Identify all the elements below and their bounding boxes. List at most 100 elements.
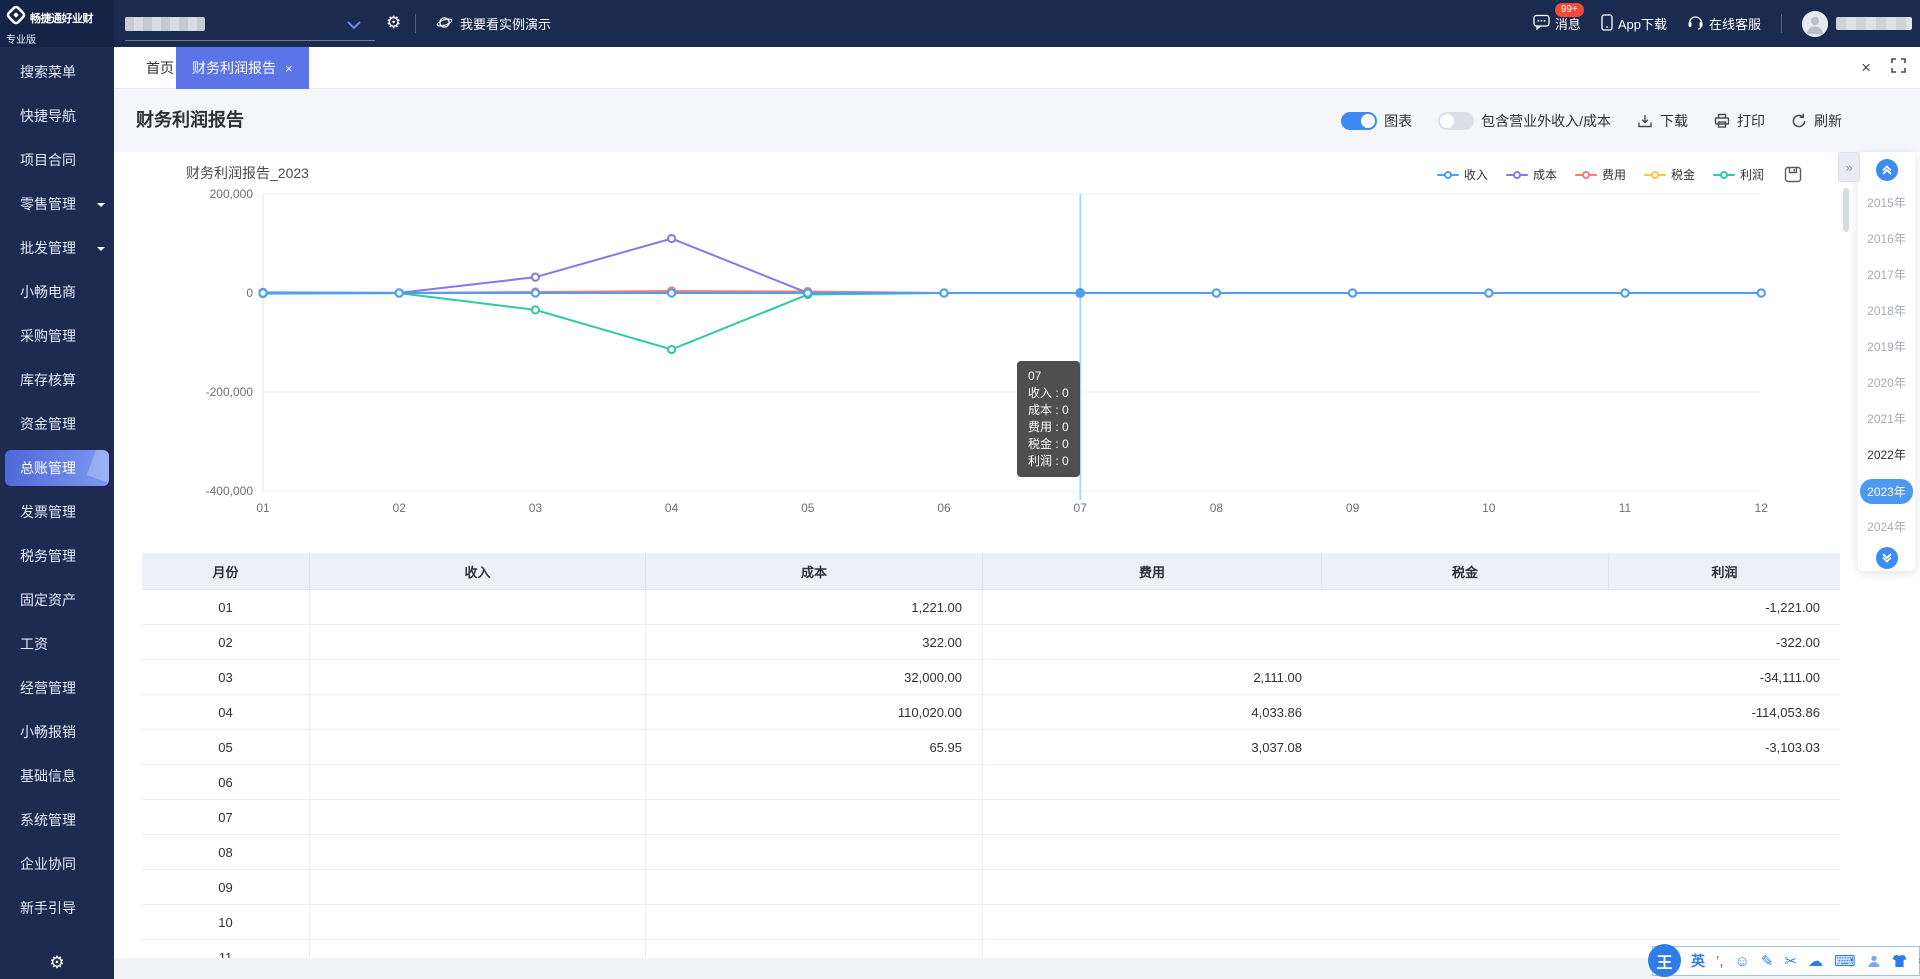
sidebar-item-新手引导[interactable]: 新手引导: [20, 900, 76, 916]
brand-edition: 专业版: [6, 35, 36, 46]
cell-month: 05: [142, 730, 310, 764]
cell-value: [310, 695, 646, 729]
sidebar-item-批发管理[interactable]: 批发管理: [0, 226, 114, 270]
sidebar-item-总账管理[interactable]: 总账管理: [5, 450, 109, 486]
sidebar-item-小畅电商[interactable]: 小畅电商: [20, 284, 76, 300]
ime-cloud-icon[interactable]: ☁: [1807, 952, 1823, 970]
close-all-icon[interactable]: ×: [1861, 58, 1871, 77]
year-item-2019年[interactable]: 2019年: [1867, 340, 1906, 354]
legend-item-收入[interactable]: 收入: [1436, 166, 1488, 183]
table-row-month-09: 09: [142, 870, 1840, 905]
svg-text:12: 12: [1755, 501, 1769, 515]
ime-emoji-icon[interactable]: ☺: [1734, 952, 1750, 970]
sidebar-item-经营管理[interactable]: 经营管理: [20, 680, 76, 696]
sidebar-item-快捷导航[interactable]: 快捷导航: [20, 108, 76, 124]
sidebar-item-库存核算[interactable]: 库存核算: [20, 372, 76, 388]
tab-home[interactable]: 首页: [146, 60, 174, 76]
legend-item-税金[interactable]: 税金: [1643, 166, 1695, 183]
cell-value: 32,000.00: [646, 660, 983, 694]
year-item-2016年[interactable]: 2016年: [1867, 232, 1906, 246]
ime-settings-icon[interactable]: ⚙: [1918, 954, 1920, 969]
include-nonoperating-toggle[interactable]: [1438, 111, 1475, 130]
sidebar-item-项目合同[interactable]: 项目合同: [20, 152, 76, 168]
cell-value: [983, 800, 1322, 834]
ime-skin-icon[interactable]: [1892, 954, 1907, 968]
cell-value: [310, 835, 646, 869]
year-item-2017年[interactable]: 2017年: [1867, 268, 1906, 282]
chart-toggle[interactable]: [1341, 111, 1378, 130]
data-point: [530, 305, 540, 315]
save-as-image-icon[interactable]: [1784, 166, 1802, 183]
table-row-month-06: 06: [142, 765, 1840, 800]
year-scroll-up-button[interactable]: [1875, 159, 1898, 181]
year-scroll-down-button[interactable]: [1875, 547, 1898, 569]
year-item-2023年[interactable]: 2023年: [1858, 473, 1915, 509]
sidebar-item-税务管理[interactable]: 税务管理: [20, 548, 76, 564]
cell-value: [646, 870, 983, 904]
cell-value: [310, 765, 646, 799]
legend-item-费用[interactable]: 费用: [1574, 166, 1626, 183]
data-point: [1484, 288, 1494, 298]
ime-keyboard-icon[interactable]: ⌨: [1833, 952, 1856, 970]
refresh-button[interactable]: 刷新: [1791, 111, 1842, 131]
sidebar-item-小畅报销[interactable]: 小畅报销: [20, 724, 76, 740]
cell-month: 10: [142, 905, 310, 939]
phone-icon: [1601, 13, 1613, 34]
sidebar-item-发票管理[interactable]: 发票管理: [20, 504, 76, 520]
fullscreen-icon[interactable]: [1891, 58, 1906, 78]
user-menu[interactable]: [1802, 10, 1912, 37]
app-download-button[interactable]: App下载: [1601, 13, 1667, 34]
tab-close-icon[interactable]: ×: [285, 60, 293, 76]
svg-text:02: 02: [393, 501, 407, 515]
year-item-2021年[interactable]: 2021年: [1867, 412, 1906, 426]
sidebar-item-搜索菜单[interactable]: 搜索菜单: [20, 64, 76, 80]
tab-report-active[interactable]: 财务利润报告 ×: [176, 47, 309, 89]
ime-logo[interactable]: 王: [1648, 944, 1681, 977]
messages-button[interactable]: 消息 99+: [1533, 3, 1584, 33]
cell-value: [1322, 835, 1609, 869]
year-item-2015年[interactable]: 2015年: [1867, 196, 1906, 210]
sidebar-item-基础信息[interactable]: 基础信息: [20, 768, 76, 784]
data-point: [1348, 288, 1358, 298]
cell-month: 06: [142, 765, 310, 799]
sidebar-item-资金管理[interactable]: 资金管理: [20, 416, 76, 432]
sidebar-item-企业协同[interactable]: 企业协同: [20, 856, 76, 872]
cell-month: 02: [142, 625, 310, 659]
table-row-month-02: 02 322.00 -322.00: [142, 625, 1840, 660]
ime-punctuation-icon[interactable]: ’,: [1716, 952, 1724, 970]
demo-link[interactable]: 我要看实例演示: [436, 0, 551, 47]
year-item-2024年[interactable]: 2024年: [1867, 520, 1906, 534]
sidebar-item-系统管理[interactable]: 系统管理: [20, 812, 76, 828]
legend-item-成本[interactable]: 成本: [1505, 166, 1557, 183]
sidebar-item-采购管理[interactable]: 采购管理: [20, 328, 76, 344]
year-item-2018年[interactable]: 2018年: [1867, 304, 1906, 318]
year-item-2020年[interactable]: 2020年: [1867, 376, 1906, 390]
chart-toggle-label: 图表: [1384, 112, 1413, 129]
year-item-2022年[interactable]: 2022年: [1867, 448, 1906, 462]
ime-clipboard-icon[interactable]: ✂: [1784, 952, 1797, 970]
cell-month: 09: [142, 870, 310, 904]
series-line-成本: [262, 237, 1762, 294]
sidebar-item-零售管理[interactable]: 零售管理: [0, 182, 114, 226]
year-panel-collapse-button[interactable]: »: [1838, 152, 1860, 182]
data-point: [1756, 288, 1766, 298]
ime-mode-english-icon[interactable]: 英: [1691, 953, 1705, 969]
profit-chart-section: 财务利润报告_2023 收入 成本 费用 税金 利润 200,000 0 -200,000 -…: [114, 152, 1920, 553]
vertical-scrollbar-thumb[interactable]: [1843, 188, 1849, 232]
cell-month: 01: [142, 590, 310, 624]
print-button[interactable]: 打印: [1714, 111, 1765, 131]
data-point: [667, 344, 677, 355]
sidebar-item-工资[interactable]: 工资: [20, 636, 48, 652]
support-button[interactable]: 在线客服: [1687, 14, 1761, 33]
sidebar-item-固定资产[interactable]: 固定资产: [20, 592, 76, 608]
svg-text:03: 03: [529, 501, 543, 515]
ime-account-icon[interactable]: [1867, 954, 1881, 968]
ime-handwriting-icon[interactable]: ✎: [1760, 952, 1774, 970]
legend-item-利润[interactable]: 利润: [1712, 166, 1764, 183]
company-select[interactable]: [125, 0, 375, 47]
sidebar-settings-gear-icon[interactable]: ⚙: [49, 953, 65, 972]
download-button[interactable]: 下载: [1637, 111, 1688, 131]
settings-gear-icon[interactable]: ⚙: [386, 13, 402, 32]
